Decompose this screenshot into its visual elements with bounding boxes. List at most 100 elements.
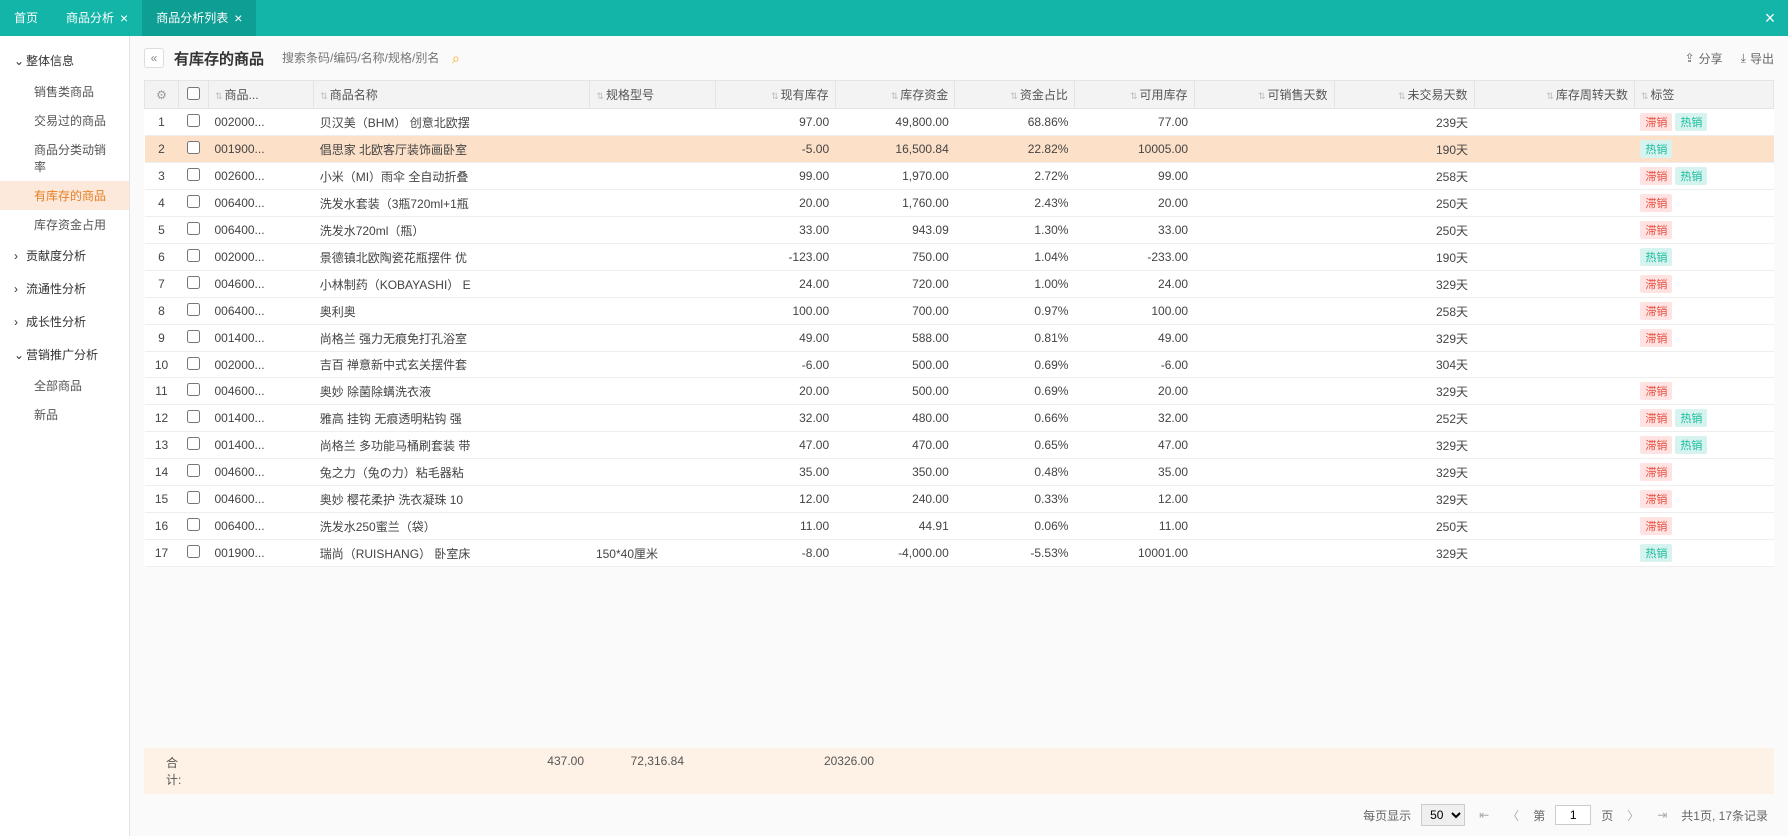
row-checkbox[interactable] bbox=[187, 357, 200, 370]
column-header[interactable]: ⇅现有库存 bbox=[716, 81, 836, 109]
totals-cell bbox=[692, 754, 782, 788]
column-header[interactable]: ⇅库存资金 bbox=[835, 81, 955, 109]
column-header[interactable]: ⇅库存周转天数 bbox=[1474, 81, 1634, 109]
sidebar-item-全部商品[interactable]: 全部商品 bbox=[0, 371, 129, 400]
pager-next-button[interactable]: 〉 bbox=[1623, 807, 1643, 824]
table-row[interactable]: 6002000...景德镇北欧陶瓷花瓶摆件 优-123.00750.001.04… bbox=[145, 244, 1774, 271]
tab-close-icon[interactable]: × bbox=[234, 0, 242, 36]
sidebar-group-整体信息[interactable]: ⌄整体信息 bbox=[0, 44, 129, 77]
sidebar-item-库存资金占用[interactable]: 库存资金占用 bbox=[0, 210, 129, 239]
row-checkbox[interactable] bbox=[187, 141, 200, 154]
tags-cell: 滞销 bbox=[1634, 378, 1773, 405]
cell: 雅高 挂钩 无痕透明粘钩 强 bbox=[314, 405, 590, 432]
column-header[interactable] bbox=[179, 81, 209, 109]
table-row[interactable]: 17001900...瑞尚（RUISHANG） 卧室床150*40厘米-8.00… bbox=[145, 540, 1774, 567]
sidebar-group-流通性分析[interactable]: ›流通性分析 bbox=[0, 272, 129, 305]
chevron-right-icon: › bbox=[14, 282, 22, 296]
table-row[interactable]: 4006400...洗发水套装（3瓶720ml+1瓶20.001,760.002… bbox=[145, 190, 1774, 217]
table-row[interactable]: 3002600...小米（MI）雨伞 全自动折叠99.001,970.002.7… bbox=[145, 163, 1774, 190]
per-page-select[interactable]: 50 bbox=[1421, 804, 1465, 826]
cell: 小米（MI）雨伞 全自动折叠 bbox=[314, 163, 590, 190]
table-row[interactable]: 15004600...奥妙 樱花柔护 洗衣凝珠 1012.00240.000.3… bbox=[145, 486, 1774, 513]
cell bbox=[1194, 109, 1334, 136]
cell: 贝汉美（BHM） 创意北欧摆 bbox=[314, 109, 590, 136]
tab-商品分析列表[interactable]: 商品分析列表× bbox=[142, 0, 256, 36]
sidebar-item-新品[interactable]: 新品 bbox=[0, 400, 129, 429]
tag-滞销: 滞销 bbox=[1640, 167, 1672, 185]
row-checkbox[interactable] bbox=[187, 330, 200, 343]
sidebar-item-交易过的商品[interactable]: 交易过的商品 bbox=[0, 106, 129, 135]
tags-cell: 滞销 bbox=[1634, 513, 1773, 540]
row-checkbox[interactable] bbox=[187, 491, 200, 504]
close-all-button[interactable]: × bbox=[1752, 8, 1788, 29]
share-icon: ⇪ bbox=[1685, 51, 1695, 65]
column-header[interactable]: ⇅规格型号 bbox=[590, 81, 716, 109]
column-header[interactable]: ⇅可销售天数 bbox=[1194, 81, 1334, 109]
export-button[interactable]: ⤓ 导出 bbox=[1741, 50, 1774, 67]
page-title: 有库存的商品 bbox=[174, 48, 264, 69]
tab-商品分析[interactable]: 商品分析× bbox=[52, 0, 142, 36]
sidebar-group-营销推广分析[interactable]: ⌄营销推广分析 bbox=[0, 338, 129, 371]
table-row[interactable]: 13001400...尚格兰 多功能马桶刷套装 带47.00470.000.65… bbox=[145, 432, 1774, 459]
totals-row: 合计:437.0072,316.8420326.00 bbox=[144, 748, 1774, 794]
table-row[interactable]: 12001400...雅高 挂钩 无痕透明粘钩 强32.00480.000.66… bbox=[145, 405, 1774, 432]
sidebar-item-销售类商品[interactable]: 销售类商品 bbox=[0, 77, 129, 106]
row-checkbox[interactable] bbox=[187, 545, 200, 558]
pager-last-button[interactable]: ⇥ bbox=[1653, 808, 1671, 822]
row-checkbox[interactable] bbox=[187, 518, 200, 531]
column-header[interactable]: ⇅未交易天数 bbox=[1334, 81, 1474, 109]
table-row[interactable]: 11004600...奥妙 除菌除螨洗衣液20.00500.000.69%20.… bbox=[145, 378, 1774, 405]
sidebar-item-有库存的商品[interactable]: 有库存的商品 bbox=[0, 181, 129, 210]
cell bbox=[1194, 486, 1334, 513]
sidebar-group-贡献度分析[interactable]: ›贡献度分析 bbox=[0, 239, 129, 272]
cell: 750.00 bbox=[835, 244, 955, 271]
column-header[interactable]: ⚙ bbox=[145, 81, 179, 109]
sidebar-group-成长性分析[interactable]: ›成长性分析 bbox=[0, 305, 129, 338]
search-input[interactable] bbox=[282, 51, 442, 65]
table-row[interactable]: 14004600...兔之力（兔の力）粘毛器粘35.00350.000.48%3… bbox=[145, 459, 1774, 486]
sidebar-item-商品分类动销率[interactable]: 商品分类动销率 bbox=[0, 135, 129, 181]
row-checkbox[interactable] bbox=[187, 410, 200, 423]
row-checkbox[interactable] bbox=[187, 114, 200, 127]
select-all-checkbox[interactable] bbox=[187, 87, 200, 100]
column-header[interactable]: ⇅商品... bbox=[209, 81, 314, 109]
share-button[interactable]: ⇪ 分享 bbox=[1685, 50, 1723, 67]
cell: -4,000.00 bbox=[835, 540, 955, 567]
cell: -6.00 bbox=[1074, 352, 1194, 378]
gear-icon[interactable]: ⚙ bbox=[156, 88, 167, 102]
table-row[interactable]: 7004600...小林制药（KOBAYASHI） E24.00720.001.… bbox=[145, 271, 1774, 298]
pager-first-button[interactable]: ⇤ bbox=[1475, 808, 1493, 822]
column-header[interactable]: ⇅资金占比 bbox=[955, 81, 1075, 109]
table-row[interactable]: 8006400...奥利奥100.00700.000.97%100.00258天… bbox=[145, 298, 1774, 325]
column-header[interactable]: ⇅可用库存 bbox=[1074, 81, 1194, 109]
table-row[interactable]: 10002000...吉百 禅意新中式玄关摆件套-6.00500.000.69%… bbox=[145, 352, 1774, 378]
pager-prev-button[interactable]: 〈 bbox=[1503, 807, 1523, 824]
row-checkbox[interactable] bbox=[187, 276, 200, 289]
table-row[interactable]: 16006400...洗发水250蜜兰（袋）11.0044.910.06%11.… bbox=[145, 513, 1774, 540]
tab-close-icon[interactable]: × bbox=[120, 0, 128, 36]
row-checkbox[interactable] bbox=[187, 222, 200, 235]
column-header[interactable]: ⇅商品名称 bbox=[314, 81, 590, 109]
page-input[interactable] bbox=[1555, 805, 1591, 825]
search-icon[interactable]: ⌕ bbox=[452, 50, 460, 67]
table-row[interactable]: 1002000...贝汉美（BHM） 创意北欧摆97.0049,800.0068… bbox=[145, 109, 1774, 136]
row-checkbox[interactable] bbox=[187, 464, 200, 477]
tab-首页[interactable]: 首页 bbox=[0, 0, 52, 36]
table-row[interactable]: 9001400...尚格兰 强力无痕免打孔浴室49.00588.000.81%4… bbox=[145, 325, 1774, 352]
table-row[interactable]: 5006400...洗发水720ml（瓶）33.00943.091.30%33.… bbox=[145, 217, 1774, 244]
tags-cell: 滞销热销 bbox=[1634, 109, 1773, 136]
row-checkbox[interactable] bbox=[187, 249, 200, 262]
row-checkbox[interactable] bbox=[187, 383, 200, 396]
collapse-sidebar-button[interactable]: « bbox=[144, 48, 164, 68]
row-checkbox[interactable] bbox=[187, 168, 200, 181]
tags-cell: 滞销 bbox=[1634, 298, 1773, 325]
row-checkbox[interactable] bbox=[187, 195, 200, 208]
row-checkbox[interactable] bbox=[187, 303, 200, 316]
cell: 兔之力（兔の力）粘毛器粘 bbox=[314, 459, 590, 486]
cell: 99.00 bbox=[1074, 163, 1194, 190]
per-page-label: 每页显示 bbox=[1363, 807, 1411, 824]
column-header[interactable]: ⇅标签 bbox=[1634, 81, 1773, 109]
row-checkbox[interactable] bbox=[187, 437, 200, 450]
cell: 尚格兰 强力无痕免打孔浴室 bbox=[314, 325, 590, 352]
table-row[interactable]: 2001900...倡思家 北欧客厅装饰画卧室-5.0016,500.8422.… bbox=[145, 136, 1774, 163]
